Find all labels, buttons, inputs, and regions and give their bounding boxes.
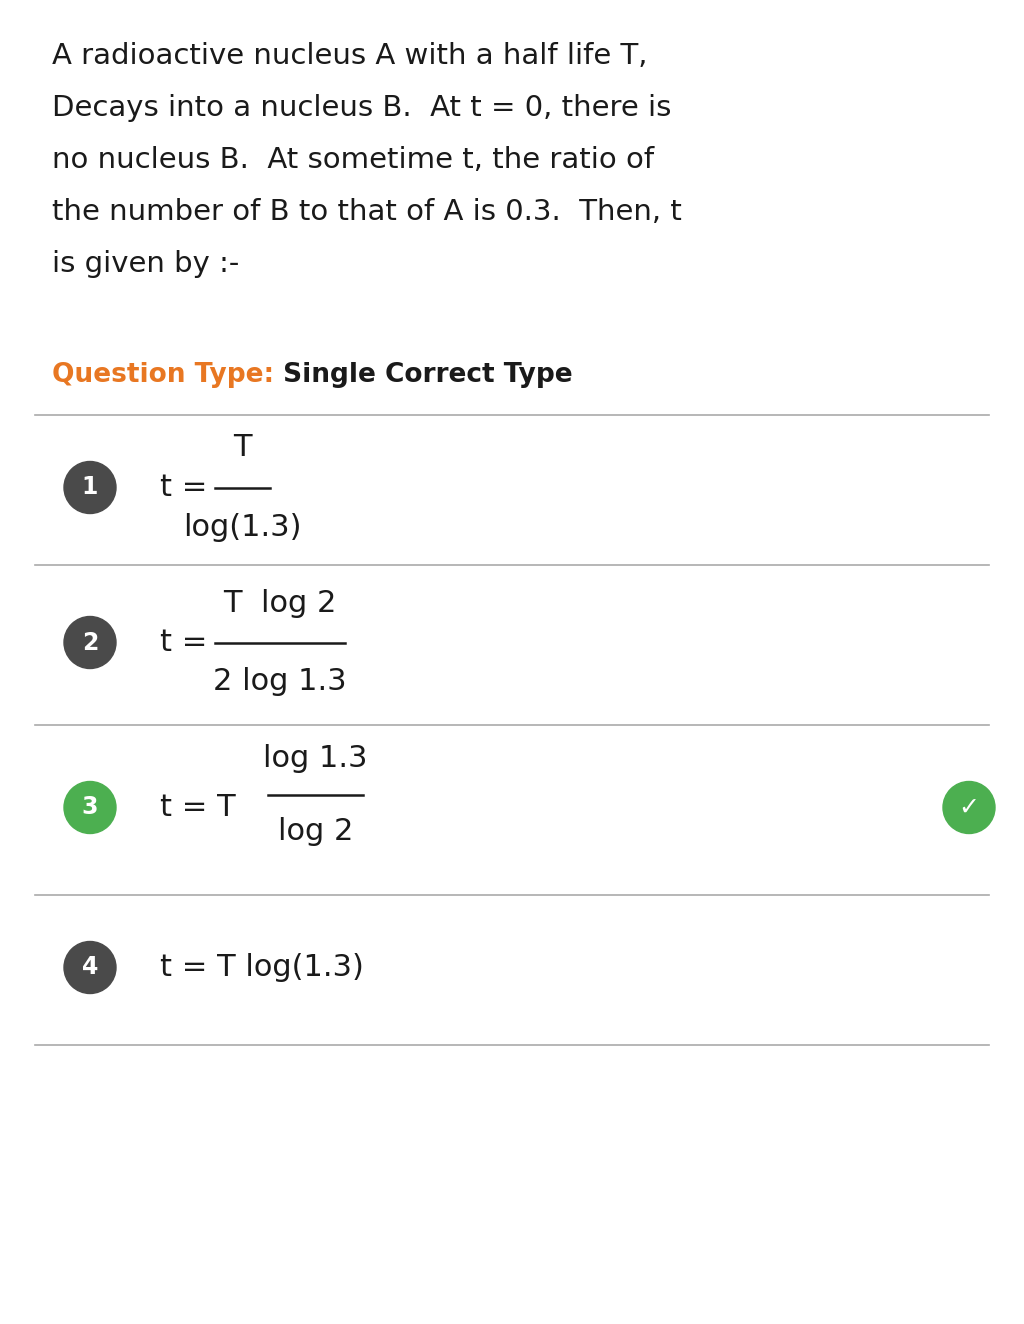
Text: T: T xyxy=(233,433,252,462)
Text: Single Correct Type: Single Correct Type xyxy=(274,361,572,388)
Circle shape xyxy=(63,462,116,514)
Text: 2: 2 xyxy=(82,630,98,654)
Text: log 1.3: log 1.3 xyxy=(263,744,368,773)
Circle shape xyxy=(63,617,116,669)
Circle shape xyxy=(63,941,116,993)
Text: t = T log(1.3): t = T log(1.3) xyxy=(160,953,364,982)
Circle shape xyxy=(63,781,116,834)
Text: T  log 2: T log 2 xyxy=(223,588,337,617)
Text: 3: 3 xyxy=(82,796,98,820)
Text: log(1.3): log(1.3) xyxy=(183,512,302,542)
Circle shape xyxy=(943,781,995,834)
Text: 1: 1 xyxy=(82,475,98,499)
Text: is given by :-: is given by :- xyxy=(52,250,240,278)
Text: t =: t = xyxy=(160,628,217,657)
Text: the number of B to that of A is 0.3.  Then, t: the number of B to that of A is 0.3. The… xyxy=(52,199,682,226)
Text: ✓: ✓ xyxy=(958,796,980,820)
Text: A radioactive nucleus A with a half life T,: A radioactive nucleus A with a half life… xyxy=(52,42,647,70)
Text: log 2: log 2 xyxy=(278,817,353,846)
Text: 2 log 1.3: 2 log 1.3 xyxy=(213,667,347,696)
Text: 4: 4 xyxy=(82,956,98,980)
Text: no nucleus B.  At sometime t, the ratio of: no nucleus B. At sometime t, the ratio o… xyxy=(52,146,654,173)
Text: Decays into a nucleus B.  At t = 0, there is: Decays into a nucleus B. At t = 0, there… xyxy=(52,94,672,122)
Text: Question Type:: Question Type: xyxy=(52,361,274,388)
Text: t =: t = xyxy=(160,473,217,502)
Text: t = T: t = T xyxy=(160,793,236,822)
